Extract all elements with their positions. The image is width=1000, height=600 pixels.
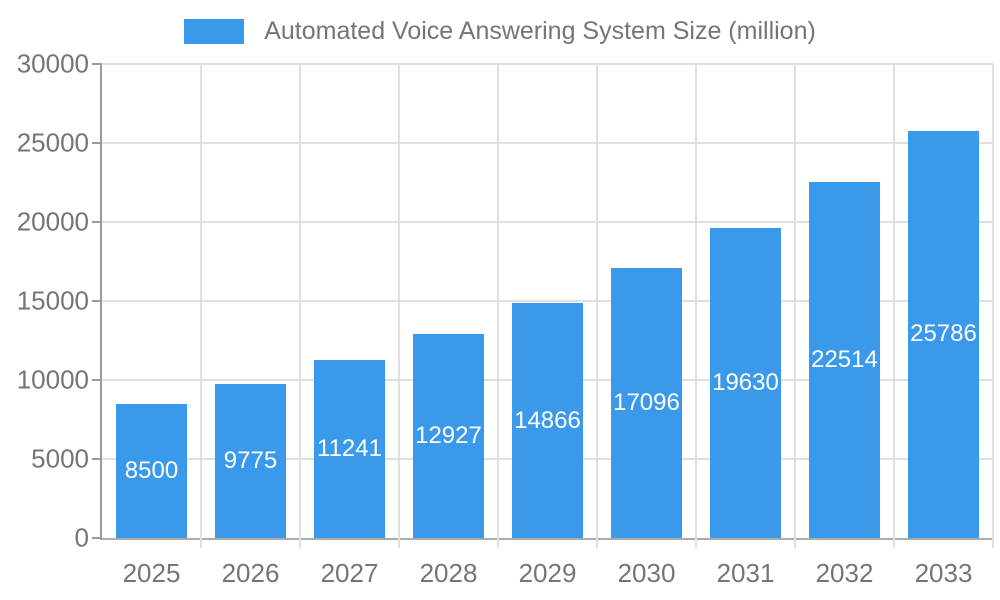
- y-tick-label: 25000: [16, 127, 89, 158]
- y-gridline: [102, 220, 993, 223]
- y-tick-label: 0: [74, 522, 89, 553]
- legend-label: Automated Voice Answering System Size (m…: [264, 17, 816, 45]
- y-tick-label: 20000: [16, 206, 89, 237]
- y-tick-label: 15000: [16, 285, 89, 316]
- x-tick-label: 2030: [617, 558, 676, 588]
- bar-value-label: 14866: [514, 406, 581, 434]
- bar[interactable]: 25786: [907, 130, 980, 538]
- y-tick-label: 30000: [16, 48, 89, 79]
- bar[interactable]: 19630: [709, 227, 782, 538]
- x-gridline: [397, 64, 400, 548]
- bar-value-label: 22514: [811, 346, 878, 374]
- bar-value-label: 19630: [712, 368, 779, 396]
- bar-value-label: 25786: [910, 320, 977, 348]
- x-gridline: [694, 64, 697, 548]
- y-gridline: [102, 141, 993, 144]
- y-gridline: [102, 300, 993, 302]
- x-tick-label: 2028: [419, 558, 478, 588]
- bar-value-label: 8500: [124, 456, 179, 484]
- x-tick-label: 2025: [122, 558, 181, 588]
- x-gridline: [496, 64, 499, 548]
- bar-value-label: 12927: [415, 421, 482, 449]
- y-axis-tick: [92, 378, 102, 381]
- x-tick-label: 2029: [518, 558, 577, 588]
- x-gridline: [298, 64, 301, 548]
- bar[interactable]: 11241: [313, 360, 386, 538]
- bar[interactable]: 14866: [511, 303, 584, 538]
- bar-value-label: 11241: [317, 435, 382, 463]
- bar-value-label: 9775: [223, 446, 278, 474]
- bar[interactable]: 12927: [412, 333, 485, 538]
- y-axis-tick: [92, 63, 102, 65]
- y-axis-tick: [92, 141, 102, 144]
- legend[interactable]: Automated Voice Answering System Size (m…: [0, 17, 1000, 46]
- x-gridline: [794, 64, 796, 548]
- x-tick-label: 2032: [815, 558, 874, 588]
- bar[interactable]: 9775: [214, 383, 287, 538]
- y-axis-tick: [92, 220, 102, 223]
- x-tick-label: 2031: [716, 558, 775, 588]
- y-axis-tick: [92, 458, 102, 460]
- x-gridline: [992, 64, 994, 548]
- bar[interactable]: 22514: [808, 182, 881, 538]
- x-tick-label: 2027: [320, 558, 379, 588]
- legend-swatch: [184, 19, 245, 44]
- x-tick-label: 2033: [914, 558, 973, 588]
- bar[interactable]: 8500: [115, 403, 188, 538]
- x-gridline: [199, 64, 202, 548]
- bar[interactable]: 17096: [610, 267, 683, 538]
- x-gridline: [596, 64, 598, 548]
- y-tick-label: 10000: [16, 364, 89, 395]
- y-axis-tick: [92, 300, 102, 302]
- y-tick-label: 5000: [31, 443, 89, 474]
- x-gridline: [892, 64, 895, 548]
- x-tick-label: 2026: [221, 558, 280, 588]
- y-gridline: [102, 63, 993, 65]
- bar-value-label: 17096: [613, 388, 680, 416]
- plot-area: 0 5000 10000 15000 20000 25000 30000 8500 2025 97…: [17, 49, 994, 588]
- y-axis-tick: [92, 537, 102, 539]
